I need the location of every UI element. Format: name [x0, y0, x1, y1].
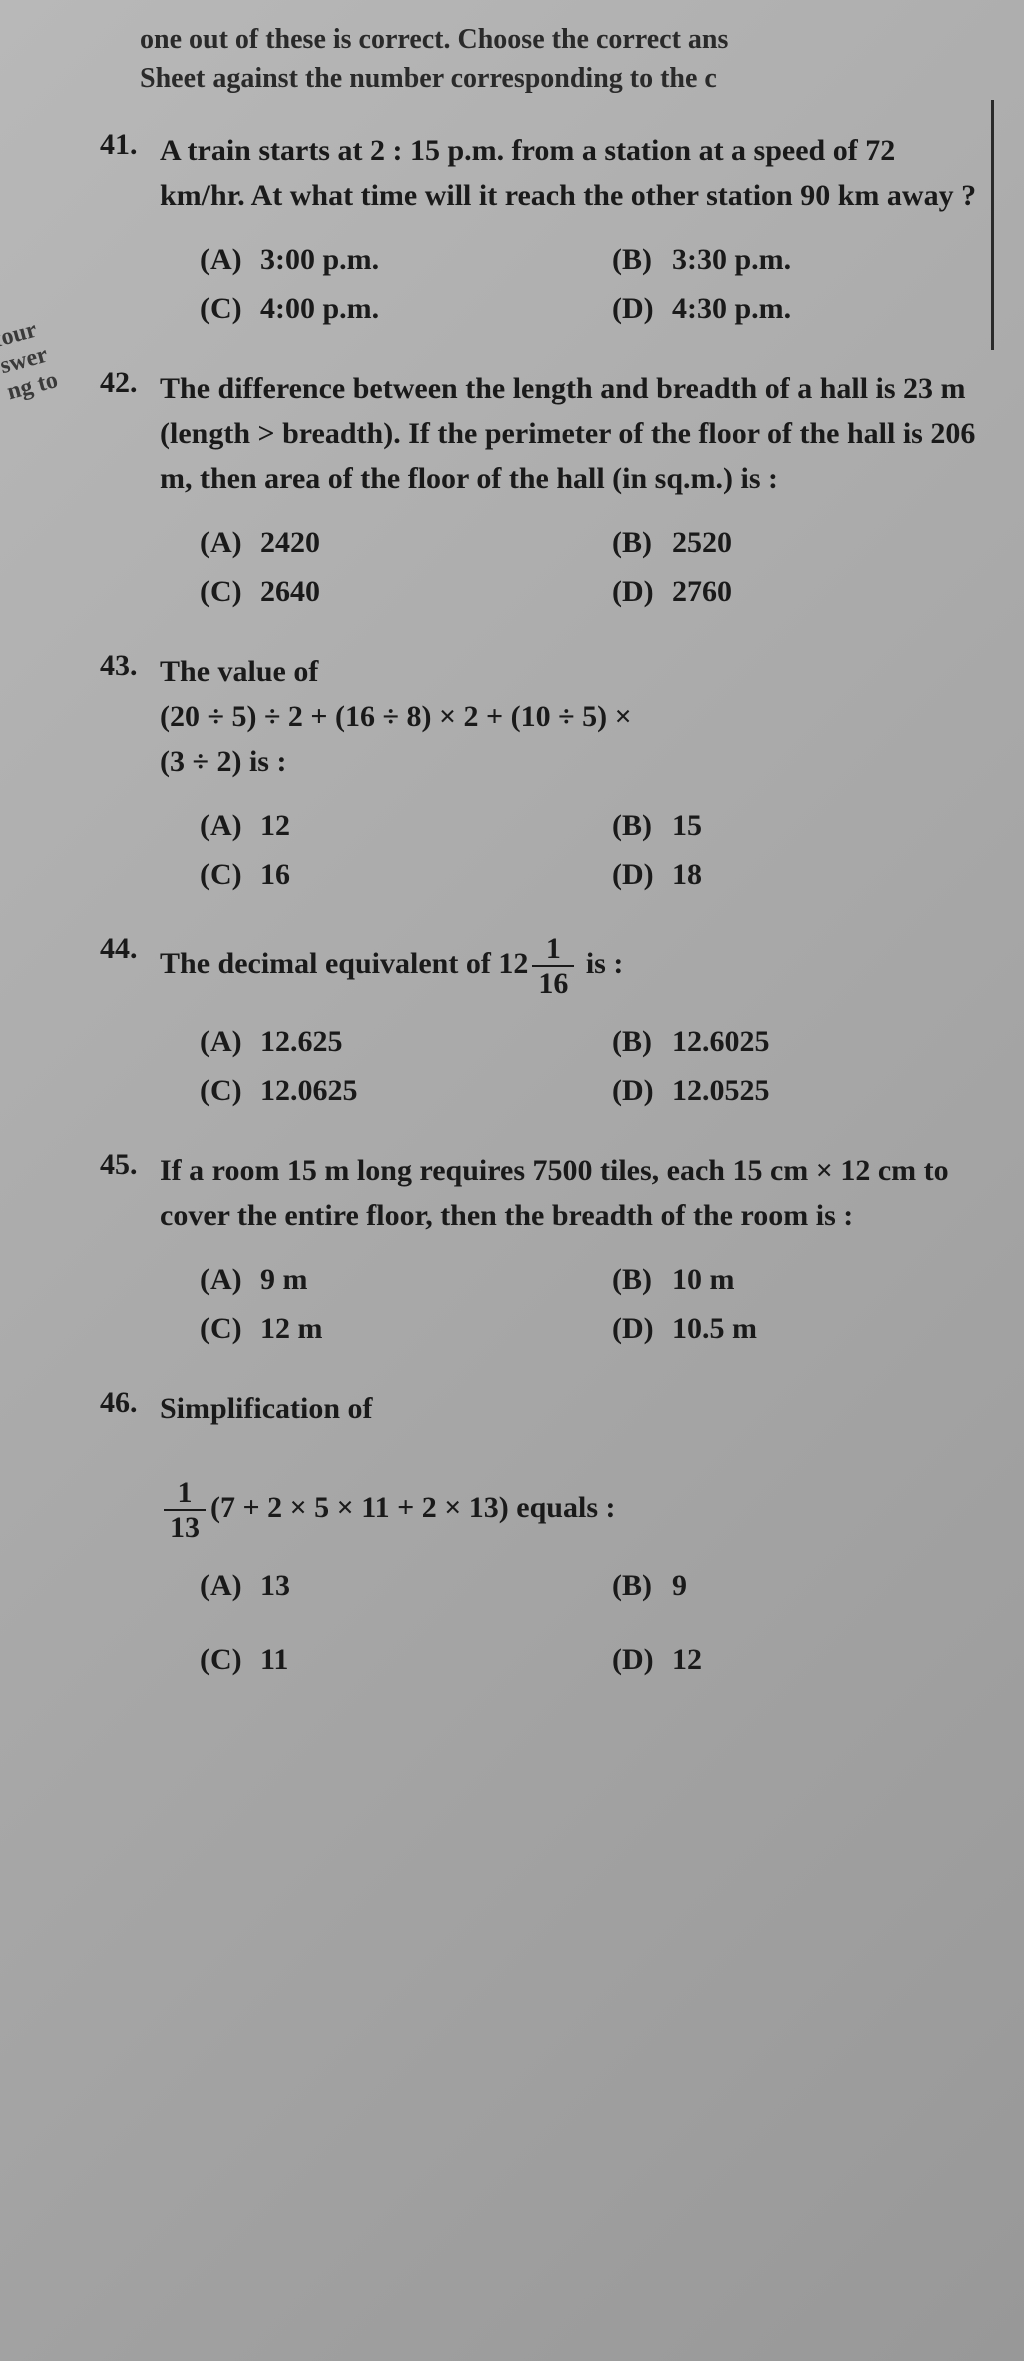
question-number: 45.: [100, 1148, 160, 1182]
question-header: 42. The difference between the length an…: [100, 366, 984, 501]
options-grid: (A)9 m (B)10 m (C)12 m (D)10.5 m: [100, 1263, 984, 1346]
option-b: (B)9: [612, 1569, 984, 1603]
option-c: (C)2640: [200, 575, 572, 609]
question-number: 41.: [100, 128, 160, 162]
option-a: (A)2420: [200, 526, 572, 560]
option-a: (A)3:00 p.m.: [200, 243, 572, 277]
options-grid: (A)2420 (B)2520 (C)2640 (D)2760: [100, 526, 984, 609]
question-text: Simplification of 113(7 + 2 × 5 × 11 + 2…: [160, 1386, 984, 1544]
question-45: 45. If a room 15 m long requires 7500 ti…: [80, 1148, 984, 1346]
option-b: (B)15: [612, 809, 984, 843]
expression-line: (3 ÷ 2) is :: [160, 745, 286, 778]
question-46: 46. Simplification of 113(7 + 2 × 5 × 11…: [80, 1386, 984, 1677]
options-grid: (A)3:00 p.m. (B)3:30 p.m. (C)4:00 p.m. (…: [100, 243, 984, 326]
vertical-divider: [991, 100, 994, 350]
question-number: 44.: [100, 932, 160, 966]
question-header: 41. A train starts at 2 : 15 p.m. from a…: [100, 128, 984, 218]
question-header: 46. Simplification of 113(7 + 2 × 5 × 11…: [100, 1386, 984, 1544]
option-b: (B)10 m: [612, 1263, 984, 1297]
option-a: (A)12.625: [200, 1025, 572, 1059]
fraction: 116: [532, 932, 574, 1000]
fraction: 113: [164, 1476, 206, 1544]
option-d: (D)10.5 m: [612, 1312, 984, 1346]
question-number: 43.: [100, 649, 160, 683]
question-44: 44. The decimal equivalent of 12116 is :…: [80, 932, 984, 1108]
question-header: 44. The decimal equivalent of 12116 is :: [100, 932, 984, 1000]
option-c: (C)16: [200, 858, 572, 892]
expression-line: (20 ÷ 5) ÷ 2 + (16 ÷ 8) × 2 + (10 ÷ 5) ×: [160, 700, 632, 733]
question-text: The value of (20 ÷ 5) ÷ 2 + (16 ÷ 8) × 2…: [160, 649, 984, 784]
question-text: A train starts at 2 : 15 p.m. from a sta…: [160, 128, 984, 218]
option-a: (A)12: [200, 809, 572, 843]
options-grid: (A)13 (B)9 (C)11 (D)12: [100, 1569, 984, 1677]
option-d: (D)18: [612, 858, 984, 892]
option-a: (A)13: [200, 1569, 572, 1603]
question-42: 42. The difference between the length an…: [80, 366, 984, 609]
question-41: 41. A train starts at 2 : 15 p.m. from a…: [80, 128, 984, 326]
question-header: 43. The value of (20 ÷ 5) ÷ 2 + (16 ÷ 8)…: [100, 649, 984, 784]
option-a: (A)9 m: [200, 1263, 572, 1297]
option-b: (B)2520: [612, 526, 984, 560]
question-number: 46.: [100, 1386, 160, 1420]
options-grid: (A)12 (B)15 (C)16 (D)18: [100, 809, 984, 892]
question-number: 42.: [100, 366, 160, 400]
option-b: (B)12.6025: [612, 1025, 984, 1059]
options-grid: (A)12.625 (B)12.6025 (C)12.0625 (D)12.05…: [100, 1025, 984, 1108]
intro-line2: Sheet against the number corresponding t…: [140, 63, 717, 94]
option-d: (D)2760: [612, 575, 984, 609]
question-text: The decimal equivalent of 12116 is :: [160, 932, 984, 1000]
option-c: (C)4:00 p.m.: [200, 292, 572, 326]
option-d: (D)12.0525: [612, 1074, 984, 1108]
question-text: If a room 15 m long requires 7500 tiles,…: [160, 1148, 984, 1238]
question-header: 45. If a room 15 m long requires 7500 ti…: [100, 1148, 984, 1238]
option-c: (C)11: [200, 1643, 572, 1677]
option-c: (C)12.0625: [200, 1074, 572, 1108]
intro-text: one out of these is correct. Choose the …: [80, 20, 984, 98]
option-d: (D)4:30 p.m.: [612, 292, 984, 326]
intro-line1: one out of these is correct. Choose the …: [140, 24, 728, 55]
option-c: (C)12 m: [200, 1312, 572, 1346]
option-d: (D)12: [612, 1643, 984, 1677]
option-b: (B)3:30 p.m.: [612, 243, 984, 277]
question-text: The difference between the length and br…: [160, 366, 984, 501]
question-43: 43. The value of (20 ÷ 5) ÷ 2 + (16 ÷ 8)…: [80, 649, 984, 892]
side-label: four swer ng to: [0, 315, 61, 407]
